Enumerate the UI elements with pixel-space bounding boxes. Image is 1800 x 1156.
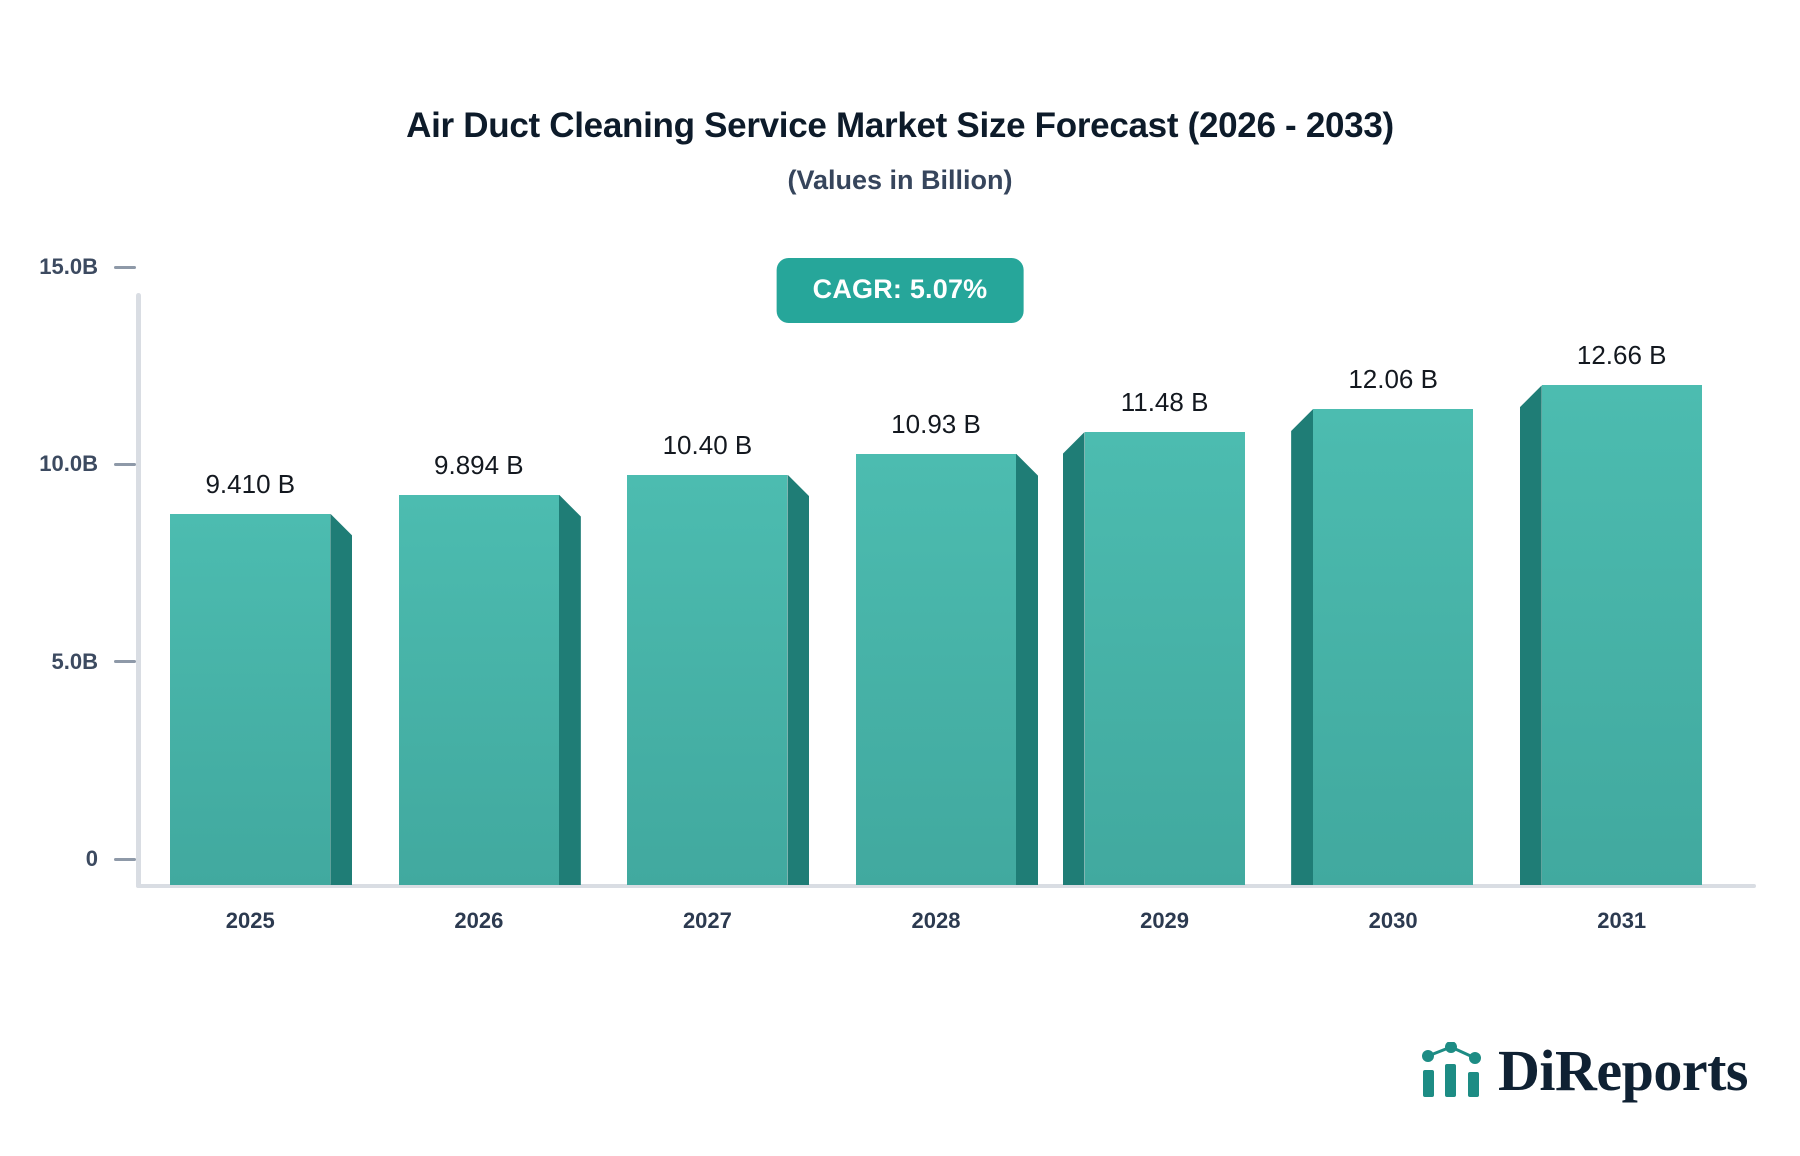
bar-2027[interactable]: 10.40 B	[627, 430, 810, 885]
bar-front-face	[170, 513, 331, 885]
bar-side-face	[1291, 409, 1314, 885]
bar-front-face	[1313, 409, 1474, 885]
bar-front-face	[398, 494, 559, 885]
y-axis-tick-label: 15.0B	[39, 254, 98, 279]
bar-value-label: 9.410 B	[205, 468, 296, 499]
bar-body	[398, 494, 581, 885]
x-axis-label-2031: 2031	[1597, 908, 1647, 933]
bar-front-face	[856, 453, 1016, 885]
bar-body	[1062, 431, 1245, 885]
bar-body	[627, 474, 810, 885]
bar-chart-icon	[1421, 1042, 1481, 1097]
bar-2025[interactable]: 9.410 B	[170, 469, 353, 885]
y-axis-tick-mark	[114, 265, 136, 269]
y-axis-tick-mark	[114, 660, 136, 664]
bar-body	[170, 513, 353, 885]
y-axis-tick-label: 10.0B	[39, 451, 98, 477]
y-axis-tick-label: 0	[85, 846, 98, 871]
y-axis-tick: 15.0B	[16, 254, 136, 280]
bar-value-label: 10.40 B	[662, 429, 753, 460]
bar-2028[interactable]: 10.93 B	[856, 409, 1038, 885]
bar-2031[interactable]: 12.66 B	[1519, 340, 1702, 885]
x-axis-label-2028: 2028	[911, 908, 961, 933]
y-axis-tick-mark	[114, 857, 136, 861]
x-axis-label-2027: 2027	[682, 908, 732, 933]
bar-side-face	[787, 474, 810, 885]
bar-front-face	[1084, 431, 1245, 885]
bar-side-face	[330, 513, 353, 885]
bar-2029[interactable]: 11.48 B	[1062, 387, 1245, 885]
y-axis-tick-mark	[114, 462, 136, 466]
bar-value-label: 12.66 B	[1576, 340, 1667, 371]
bar-side-face	[1016, 453, 1038, 885]
x-axis-line	[136, 884, 1756, 888]
bar-front-face	[1541, 385, 1702, 885]
bar-side-face	[1062, 431, 1085, 885]
bar-body	[1291, 409, 1474, 885]
y-axis-tick-label: 5.0B	[51, 648, 98, 674]
brand-logo: DiReports	[1420, 1038, 1749, 1103]
bar-2026[interactable]: 9.894 B	[398, 450, 581, 885]
cagr-badge: CAGR: 5.07%	[776, 258, 1024, 323]
bar-body	[856, 453, 1038, 885]
plot-area: 0 5.0B 10.0B 15.0B 9.410 B 9.894 B 10.40 B 10.9…	[39, 254, 1736, 885]
y-axis-tick: 5.0B	[16, 649, 136, 675]
chart-subtitle: (Values in Billion)	[787, 165, 1013, 195]
bar-2030[interactable]: 12.06 B	[1291, 364, 1474, 885]
x-axis-label-2026: 2026	[454, 908, 504, 933]
bar-value-label: 12.06 B	[1348, 364, 1438, 395]
x-axis-label-2029: 2029	[1140, 908, 1190, 933]
bar-side-face	[558, 494, 581, 885]
logo-text: DiReports	[1497, 1038, 1749, 1103]
y-axis-line	[136, 293, 141, 888]
bar-side-face	[1519, 385, 1542, 885]
bar-body	[1519, 385, 1702, 885]
bar-value-label: 10.93 B	[891, 408, 981, 439]
x-axis-label-2025: 2025	[225, 908, 275, 933]
y-axis-tick: 0	[16, 846, 136, 872]
page-title: Air Duct Cleaning Service Market Size Fo…	[406, 106, 1394, 145]
bar-value-label: 9.894 B	[434, 449, 524, 480]
x-axis-label-2030: 2030	[1368, 908, 1418, 933]
y-axis-tick: 10.0B	[16, 451, 136, 477]
bar-value-label: 11.48 B	[1120, 386, 1209, 417]
bar-front-face	[627, 474, 788, 885]
